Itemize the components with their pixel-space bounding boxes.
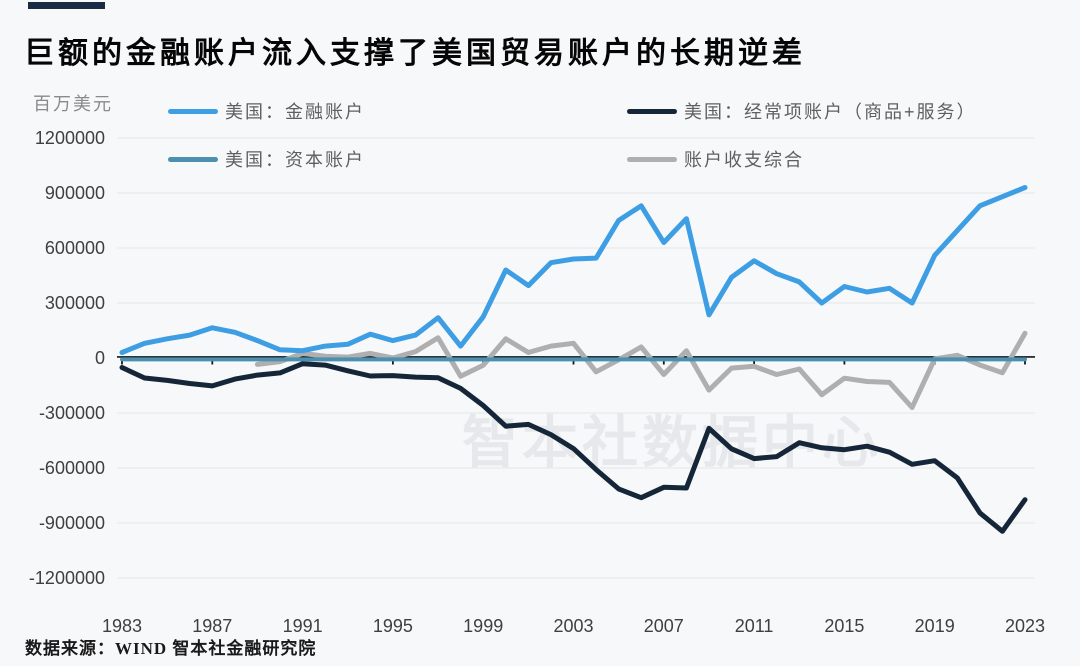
svg-text:0: 0 [95,348,105,368]
chart-title: 巨额的金融账户流入支撑了美国贸易账户的长期逆差 [24,37,806,70]
svg-text:300000: 300000 [45,293,105,313]
legend-swatch-capital [168,156,218,162]
legend-label-comprehensive: 账户收支综合 [684,150,804,170]
legend-item-financial-account: 美国：金融账户 [168,99,365,123]
svg-text:1200000: 1200000 [35,128,105,148]
legend-swatch-comprehensive [627,156,677,162]
legend-label-financial: 美国：金融账户 [225,102,365,122]
y-axis-unit-label: 百万美元 [33,94,113,114]
svg-text:1995: 1995 [373,616,413,636]
svg-text:1983: 1983 [102,616,142,636]
series-line-0 [119,185,1028,355]
svg-text:2007: 2007 [644,616,684,636]
legend-label-current: 美国：经常项账户（商品+服务） [684,102,977,122]
svg-text:1991: 1991 [283,616,323,636]
svg-text:2019: 2019 [915,616,955,636]
series-line-3 [254,330,1028,410]
legend-swatch-current [627,108,677,114]
svg-text:-1200000: -1200000 [29,568,105,588]
svg-text:900000: 900000 [45,183,105,203]
svg-text:-900000: -900000 [39,513,105,533]
svg-text:-600000: -600000 [39,458,105,478]
legend-item-capital-account: 美国：资本账户 [168,147,365,171]
svg-text:2023: 2023 [1005,616,1045,636]
svg-text:1999: 1999 [463,616,503,636]
legend-item-current-account: 美国：经常项账户（商品+服务） [627,99,977,123]
svg-text:1987: 1987 [192,616,232,636]
svg-text:2003: 2003 [553,616,593,636]
accent-bar [28,2,105,9]
legend-item-comprehensive-balance: 账户收支综合 [627,147,804,171]
svg-text:-300000: -300000 [39,403,105,423]
svg-text:2011: 2011 [735,616,774,636]
series-line-2 [119,361,1028,534]
legend-label-capital: 美国：资本账户 [225,150,365,170]
legend-swatch-financial [168,108,218,114]
svg-text:600000: 600000 [45,238,105,258]
data-source-note: 数据来源：WIND 智本社金融研究院 [25,639,317,658]
svg-text:2015: 2015 [824,616,864,636]
